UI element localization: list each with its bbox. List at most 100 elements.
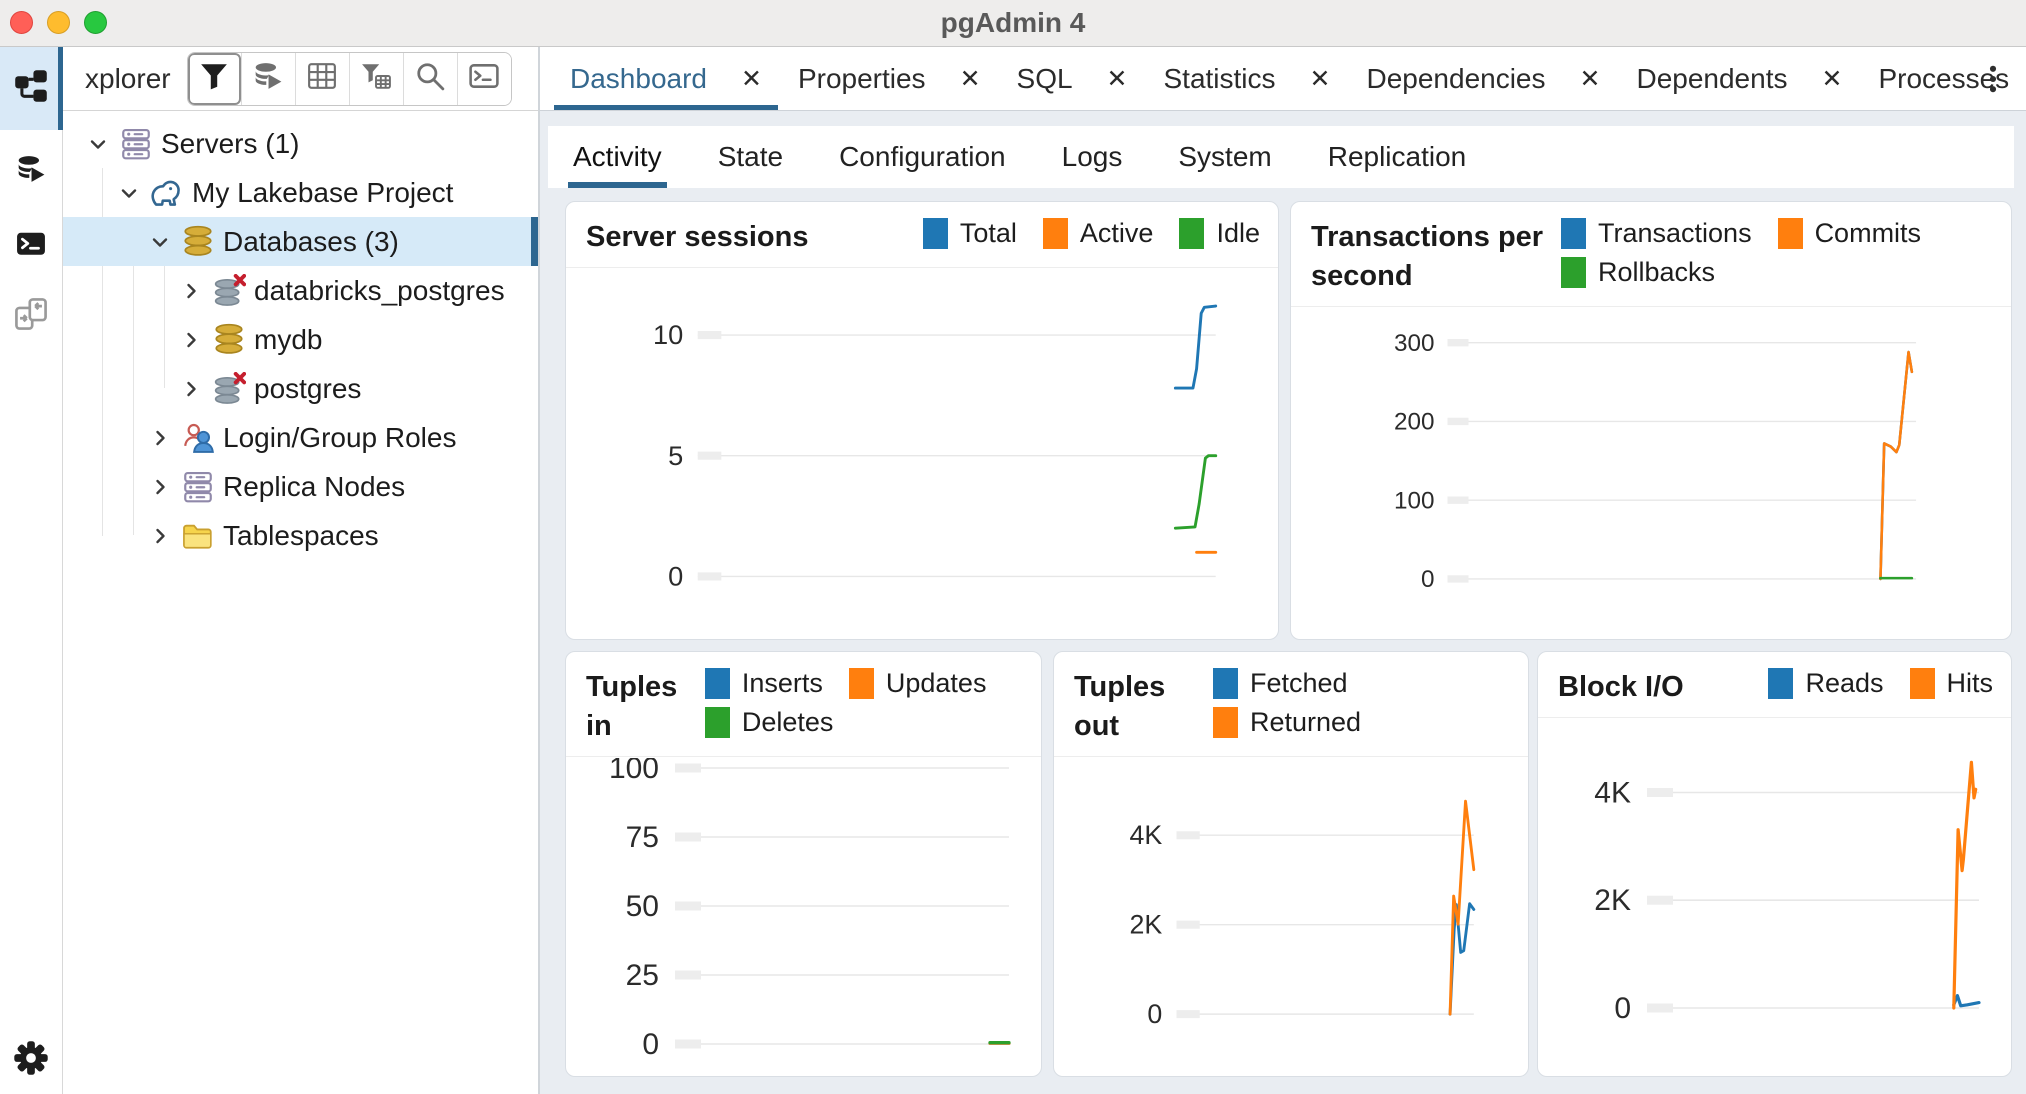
legend-item-transactions: Transactions <box>1561 218 1752 249</box>
tab-properties[interactable]: Properties ✕ <box>780 47 999 110</box>
rail-item-schema-diff[interactable] <box>0 281 62 351</box>
filtered-rows-button[interactable] <box>348 52 403 105</box>
close-icon[interactable]: ✕ <box>1579 64 1601 93</box>
chevron-right-icon[interactable] <box>147 425 173 451</box>
svg-text:200: 200 <box>1394 409 1435 436</box>
legend-item-total: Total <box>922 218 1017 249</box>
chart-title: Tuples out <box>1074 671 1166 743</box>
close-icon[interactable]: ✕ <box>1106 64 1128 93</box>
object-explorer-title: xplorer <box>85 62 171 94</box>
chevron-right-icon[interactable] <box>178 327 204 353</box>
card-tuples-in: Tuples in Inserts Updates Deletes 0 25 50 75 1… <box>565 651 1042 1077</box>
database-disconnected-icon <box>211 371 247 407</box>
close-icon[interactable]: ✕ <box>1821 64 1843 93</box>
tree-item-mydb[interactable]: mydb <box>63 315 538 364</box>
chevron-down-icon[interactable] <box>116 180 142 206</box>
filter-button[interactable] <box>187 52 241 105</box>
chart-canvas: 0 2K 4K <box>1594 760 1981 1025</box>
tab-label: Dashboard <box>570 62 707 94</box>
tree-item-label: Replica Nodes <box>223 470 406 502</box>
chart-header: Transactions per second Transactions Comm… <box>1291 202 2011 308</box>
folder-icon <box>180 518 216 554</box>
subtab-logs[interactable]: Logs <box>1061 141 1123 172</box>
document-tab-bar: Dashboard ✕ Properties ✕ SQL ✕ Statistics ✕ Depe… <box>540 47 2026 111</box>
tree-item-label: postgres <box>254 372 362 404</box>
gear-icon <box>13 1040 49 1081</box>
chevron-right-icon[interactable] <box>147 523 173 549</box>
tab-dependencies[interactable]: Dependencies ✕ <box>1348 47 1618 110</box>
svg-text:2K: 2K <box>1594 884 1631 917</box>
terminal-icon <box>16 229 46 264</box>
card-tuples-out: Tuples out Fetched Returned 0 2K 4K <box>1053 651 1529 1077</box>
svg-text:300: 300 <box>1394 330 1435 357</box>
legend-swatch <box>1768 668 1794 699</box>
subtab-configuration[interactable]: Configuration <box>839 141 1006 172</box>
close-icon[interactable]: ✕ <box>959 64 981 93</box>
subtab-system[interactable]: System <box>1178 141 1272 172</box>
tree-item-my-lakebase-project[interactable]: My Lakebase Project <box>63 168 538 217</box>
window-title: pgAdmin 4 <box>940 7 1086 38</box>
legend-item-inserts: Inserts <box>704 668 823 699</box>
dashboard-content: Activity State Configuration Logs System Repl… <box>540 111 2026 1094</box>
chevron-right-icon[interactable] <box>178 376 204 402</box>
svg-text:0: 0 <box>642 1028 659 1061</box>
legend-item-reads: Reads <box>1768 668 1884 699</box>
chart-title: Server sessions <box>586 221 809 253</box>
svg-text:10: 10 <box>653 319 683 350</box>
chevron-right-icon[interactable] <box>147 474 173 500</box>
tree-item-replica-nodes[interactable]: Replica Nodes <box>63 462 538 511</box>
minimize-window-button[interactable] <box>47 11 70 34</box>
tree-item-tablespaces[interactable]: Tablespaces <box>63 511 538 560</box>
chevron-down-icon[interactable] <box>85 131 111 157</box>
chevron-down-icon[interactable] <box>147 229 173 255</box>
rail-item-preferences[interactable] <box>0 1025 62 1094</box>
svg-text:5: 5 <box>668 440 683 471</box>
subtab-state[interactable]: State <box>717 141 784 172</box>
object-explorer-panel: xplorer Servers (1) My Lakebase Project D… <box>63 47 538 1094</box>
database-gold-icon <box>211 322 247 358</box>
tree-item-databricks-postgres[interactable]: databricks_postgres <box>63 266 538 315</box>
chart-legend: Reads Hits <box>1768 668 1993 699</box>
legend-item-commits: Commits <box>1777 218 1921 249</box>
subtab-replication[interactable]: Replication <box>1327 141 1467 172</box>
legend-label: Returned <box>1250 707 1362 737</box>
chart-canvas: 0 25 50 75 100 <box>609 758 1011 1061</box>
zoom-window-button[interactable] <box>84 11 107 34</box>
tab-dashboard[interactable]: Dashboard ✕ <box>552 47 780 110</box>
servers-icon <box>180 469 216 505</box>
tab-dependents[interactable]: Dependents ✕ <box>1618 47 1860 110</box>
rail-item-object-explorer[interactable] <box>0 47 63 130</box>
tree-item-label: mydb <box>254 323 323 355</box>
card-server-sessions: Server sessions Total Active Idle 0 5 10 <box>565 201 1279 640</box>
schema-diff-icon <box>14 297 48 336</box>
search-objects-button[interactable] <box>402 52 457 105</box>
legend-label: Active <box>1079 218 1154 248</box>
tab-label: Dependencies <box>1366 62 1546 94</box>
tree-item-login-group-roles[interactable]: Login/Group Roles <box>63 413 538 462</box>
close-window-button[interactable] <box>10 11 33 34</box>
legend-item-hits: Hits <box>1909 668 1993 699</box>
tab-statistics[interactable]: Statistics ✕ <box>1146 47 1349 110</box>
connect-database-button[interactable] <box>240 52 295 105</box>
close-icon[interactable]: ✕ <box>1309 64 1331 93</box>
subtab-activity[interactable]: Activity <box>568 126 667 188</box>
legend-item-returned: Returned <box>1213 707 1361 738</box>
chevron-right-icon[interactable] <box>178 278 204 304</box>
rail-item-psql-tool[interactable] <box>0 211 62 281</box>
svg-text:0: 0 <box>1147 999 1162 1029</box>
tab-processes[interactable]: Processes✕ <box>1860 47 2026 110</box>
tree-item-databases-3[interactable]: Databases (3) <box>63 217 538 266</box>
legend-swatch <box>1561 257 1586 288</box>
tab-sql[interactable]: SQL ✕ <box>999 47 1146 110</box>
chart-title: Block I/O <box>1558 671 1684 703</box>
card-block-io: Block I/O Reads Hits 0 2K 4K <box>1537 651 2012 1077</box>
kebab-menu-icon[interactable] <box>1976 61 2010 97</box>
tree-item-servers-1[interactable]: Servers (1) <box>63 119 538 168</box>
tree-item-postgres[interactable]: postgres <box>63 364 538 413</box>
close-icon[interactable]: ✕ <box>740 64 762 93</box>
view-data-button[interactable] <box>294 52 349 105</box>
tree-indent-guide <box>133 217 134 535</box>
psql-button[interactable] <box>456 52 511 105</box>
rail-item-query-tool[interactable] <box>0 136 62 206</box>
chart-header: Server sessions Total Active Idle <box>566 202 1278 269</box>
